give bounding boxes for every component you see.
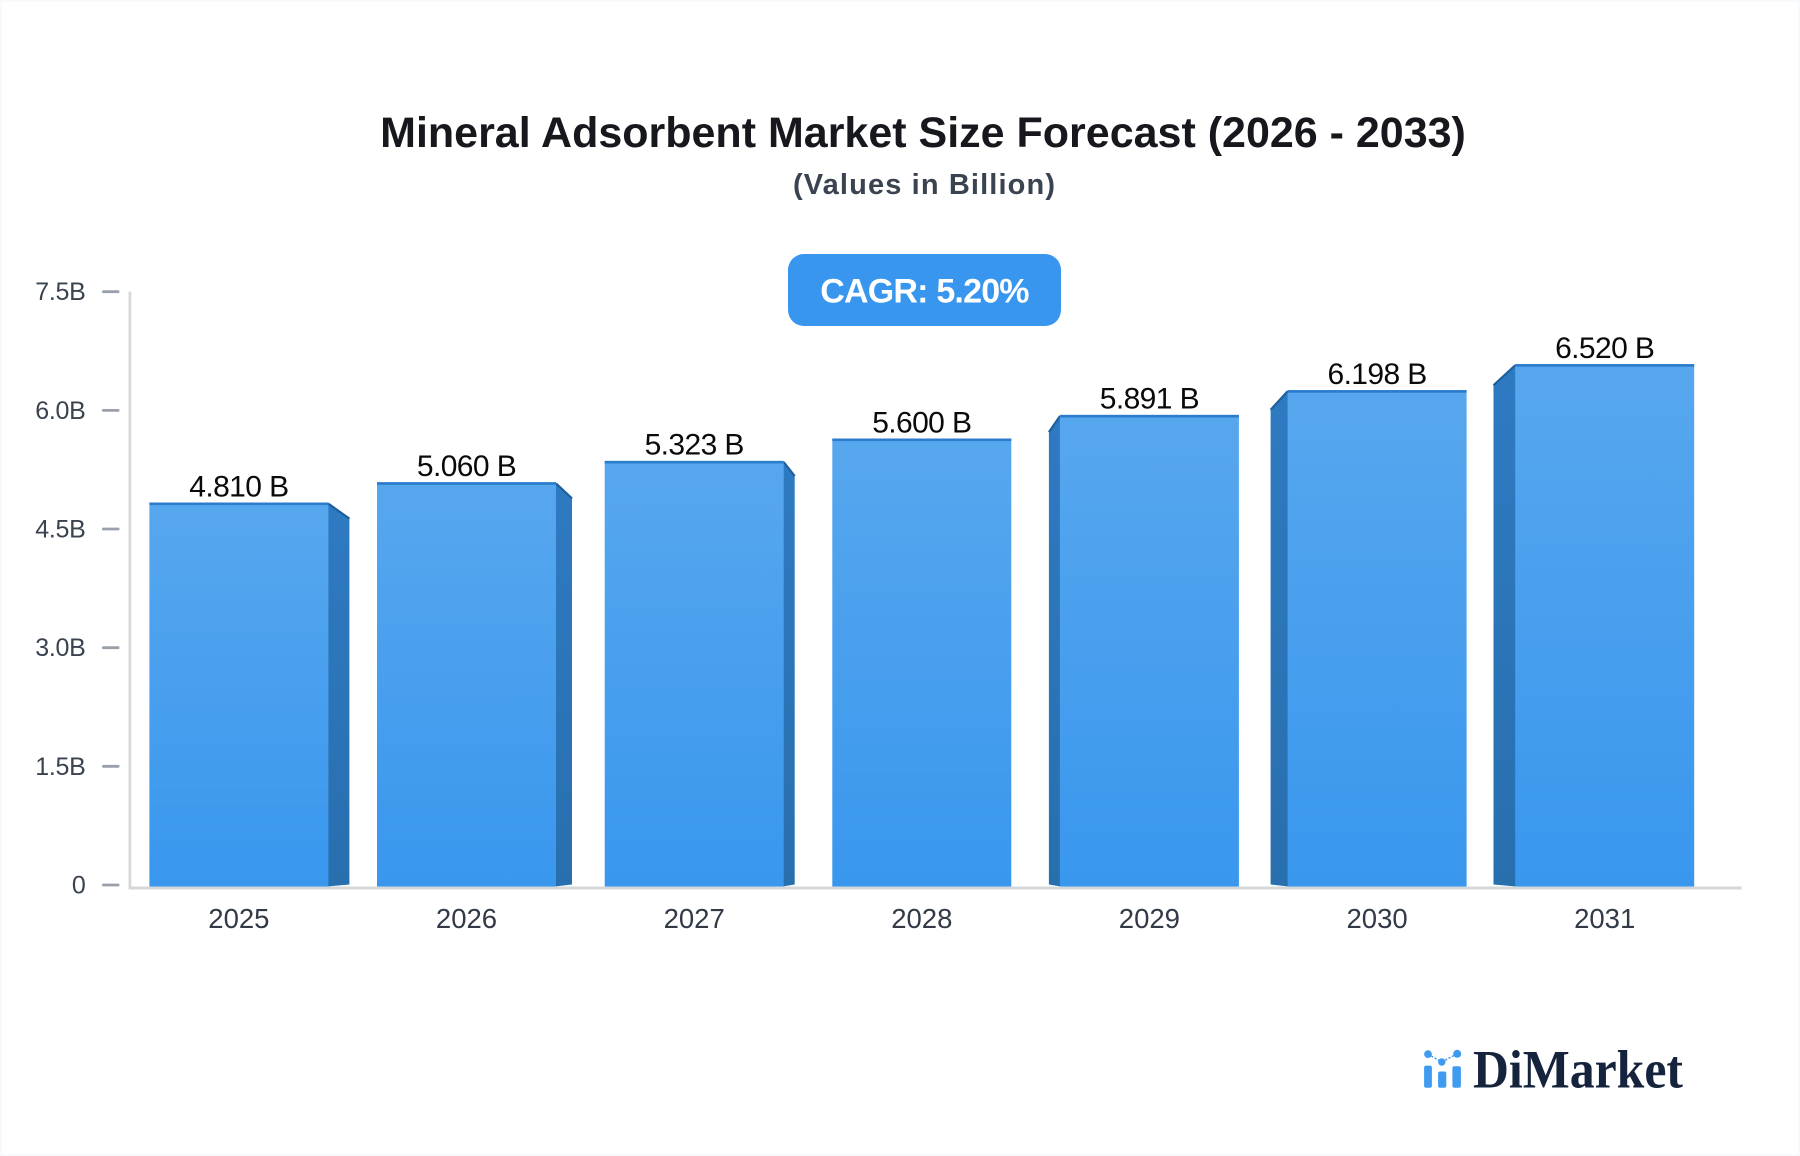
svg-text:6.520 B: 6.520 B: [1555, 332, 1654, 365]
svg-text:6.0B: 6.0B: [35, 397, 85, 425]
svg-text:2030: 2030: [1347, 903, 1408, 934]
svg-text:Mineral Adsorbent Market Size: Mineral Adsorbent Market Size Forecast (…: [380, 109, 1466, 157]
svg-text:7.5B: 7.5B: [35, 278, 85, 306]
svg-text:2028: 2028: [891, 903, 952, 934]
svg-text:2031: 2031: [1574, 903, 1635, 934]
svg-text:2027: 2027: [664, 903, 725, 934]
svg-text:2029: 2029: [1119, 903, 1180, 934]
svg-text:DiMarket: DiMarket: [1473, 1040, 1683, 1100]
svg-text:(Values in Billion): (Values in Billion): [793, 169, 1055, 201]
svg-text:CAGR: 5.20%: CAGR: 5.20%: [820, 273, 1029, 311]
svg-text:6.198 B: 6.198 B: [1327, 358, 1426, 391]
svg-text:5.323 B: 5.323 B: [645, 429, 744, 462]
svg-text:4.5B: 4.5B: [35, 516, 85, 544]
svg-text:2026: 2026: [436, 903, 497, 934]
svg-text:5.600 B: 5.600 B: [872, 406, 971, 439]
svg-text:3.0B: 3.0B: [35, 634, 85, 662]
svg-text:5.891 B: 5.891 B: [1100, 383, 1199, 416]
svg-text:2025: 2025: [208, 903, 269, 934]
svg-text:4.810 B: 4.810 B: [189, 470, 288, 503]
svg-text:5.060 B: 5.060 B: [417, 450, 516, 483]
svg-text:1.5B: 1.5B: [35, 753, 85, 781]
svg-text:0: 0: [72, 872, 86, 900]
